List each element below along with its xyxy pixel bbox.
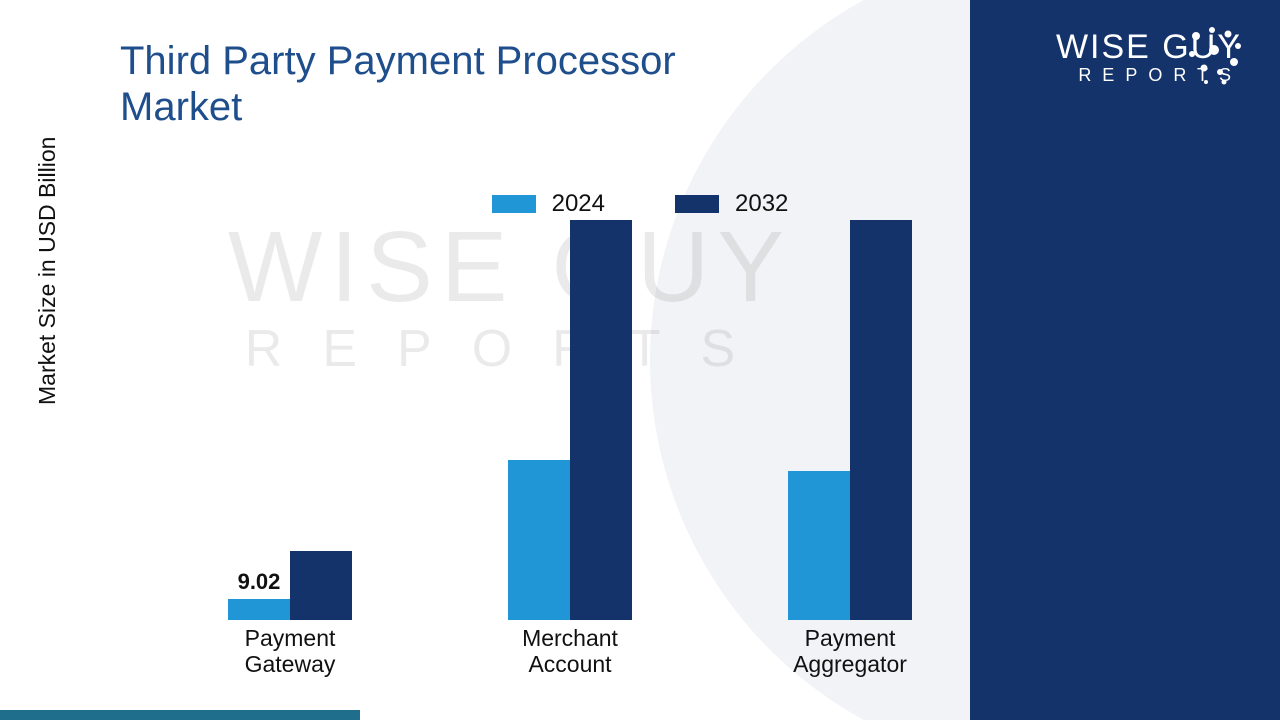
chart-legend: 2024 2032 [0, 190, 1280, 218]
bar-value-label: 9.02 [238, 569, 281, 595]
bottom-accent-bar [0, 710, 360, 720]
legend-label-2032: 2032 [735, 190, 788, 218]
right-band [970, 0, 1280, 720]
bar [290, 551, 352, 620]
chart-plot-area: 9.02 [130, 220, 950, 620]
bar [788, 471, 850, 620]
x-axis-label: MerchantAccount [480, 625, 660, 678]
logo-line-2: REPORTS [1056, 65, 1242, 86]
x-axis-label: PaymentAggregator [760, 625, 940, 678]
page-title: Third Party Payment Processor Market [120, 38, 760, 130]
y-axis-label: Market Size in USD Billion [34, 137, 61, 405]
logo-line-1: WISE GUY [1056, 28, 1242, 67]
legend-label-2024: 2024 [552, 190, 605, 218]
brand-logo: WISE GUY REPORTS [1056, 28, 1242, 86]
legend-swatch-2032 [675, 195, 719, 213]
legend-item-2024: 2024 [492, 190, 605, 218]
x-axis-label: PaymentGateway [200, 625, 380, 678]
legend-swatch-2024 [492, 195, 536, 213]
legend-item-2032: 2032 [675, 190, 788, 218]
bar [850, 220, 912, 620]
bar [508, 460, 570, 620]
bar [228, 599, 290, 620]
bar [570, 220, 632, 620]
